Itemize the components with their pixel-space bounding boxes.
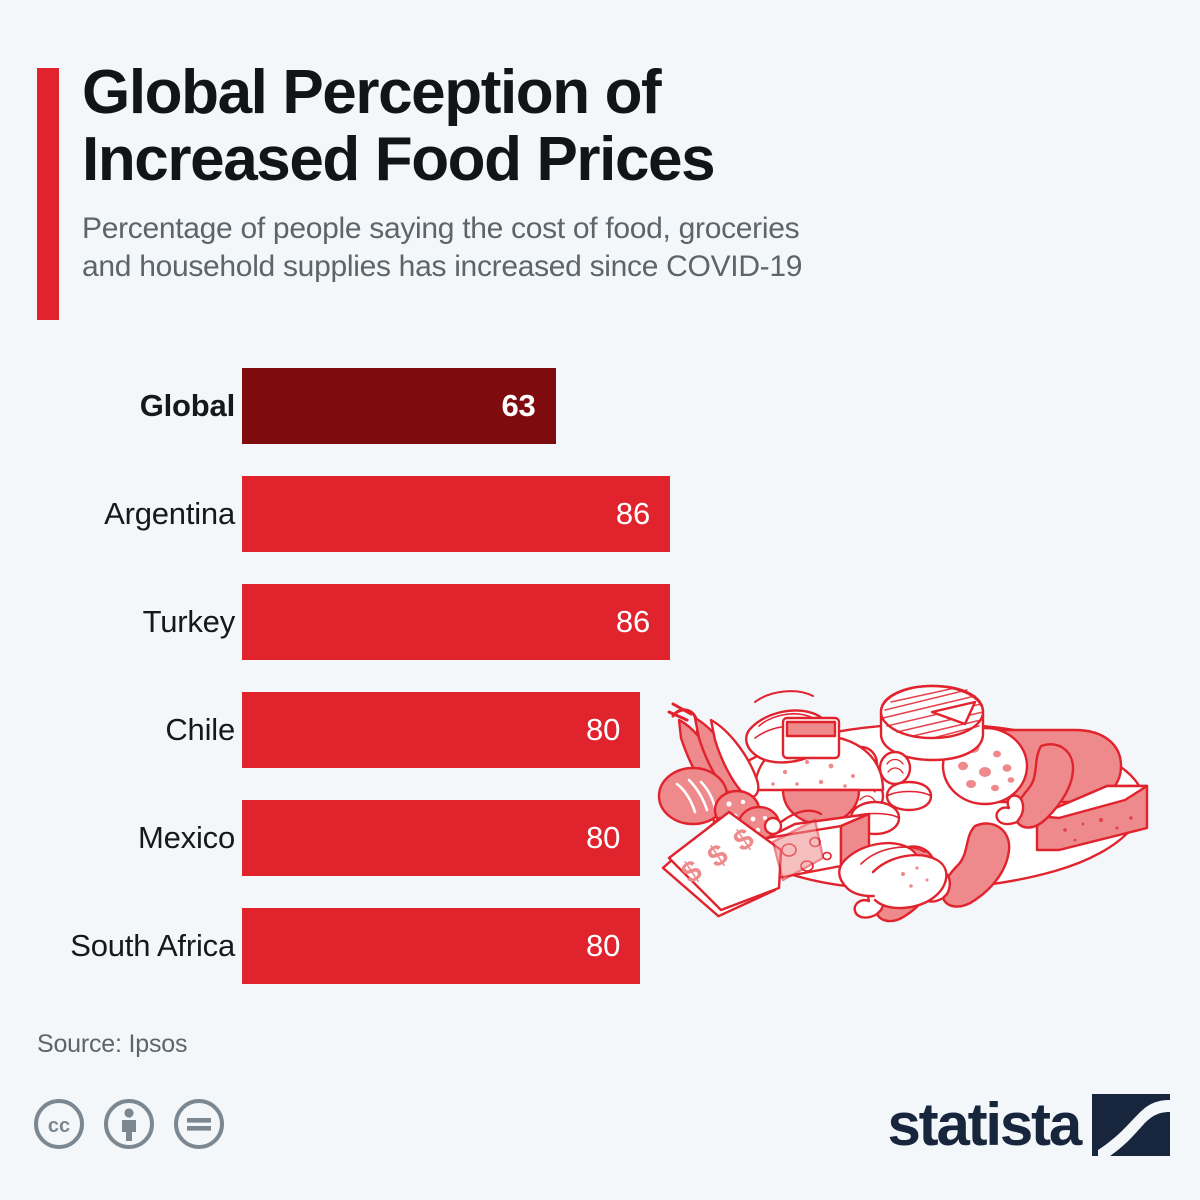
bar-label-mexico: Mexico bbox=[138, 820, 235, 855]
title-block: Global Perception of Increased Food Pric… bbox=[82, 58, 1102, 286]
cc-nd-no-derivatives-icon bbox=[174, 1099, 224, 1149]
bar-fill: 80 bbox=[242, 908, 641, 984]
bar-row: Argentina 86 bbox=[0, 476, 1200, 552]
bar-track: 80 bbox=[242, 800, 1200, 876]
bar-fill: 63 bbox=[242, 368, 556, 444]
bar-fill: 80 bbox=[242, 800, 641, 876]
bar-fill: 80 bbox=[242, 692, 641, 768]
bar-value: 80 bbox=[586, 712, 621, 747]
bar-value: 80 bbox=[586, 928, 621, 963]
bar-track: 86 bbox=[242, 476, 1200, 552]
bar-fill: 86 bbox=[242, 476, 670, 552]
page-subtitle: Percentage of people saying the cost of … bbox=[82, 211, 803, 283]
bar-fill: 86 bbox=[242, 584, 670, 660]
page-title: Global Perception of Increased Food Pric… bbox=[82, 58, 716, 194]
bar-value: 86 bbox=[615, 604, 650, 639]
bar-label-argentina: Argentina bbox=[104, 496, 235, 531]
bar-row: South Africa 80 bbox=[0, 908, 1200, 984]
creative-commons-icons: cc bbox=[33, 1098, 225, 1150]
bar-label-south-africa: South Africa bbox=[70, 928, 235, 963]
bar-row: Chile 80 bbox=[0, 692, 1200, 768]
bar-value: 80 bbox=[586, 820, 621, 855]
bar-label-chile: Chile bbox=[165, 712, 235, 747]
bar-track: 80 bbox=[242, 692, 1200, 768]
bar-value: 86 bbox=[615, 496, 650, 531]
bar-track: 80 bbox=[242, 908, 1200, 984]
statista-wordmark: statista bbox=[887, 1091, 1083, 1158]
bar-track: 63 bbox=[242, 368, 1200, 444]
statista-logo: statista bbox=[887, 1091, 1170, 1158]
source-note: Source: Ipsos bbox=[37, 1030, 188, 1058]
bar-label-turkey: Turkey bbox=[142, 604, 236, 639]
header: Global Perception of Increased Food Pric… bbox=[0, 0, 1200, 340]
statista-mark-icon bbox=[1092, 1094, 1170, 1156]
bar-chart: Global 63 Argentina 86 Turkey 86 Chile 80 Mexico… bbox=[0, 368, 1200, 1008]
cc-by-attribution-icon bbox=[104, 1099, 154, 1149]
bar-row: Global 63 bbox=[0, 368, 1200, 444]
bar-row: Turkey 86 bbox=[0, 584, 1200, 660]
bar-track: 86 bbox=[242, 584, 1200, 660]
cc-icon: cc bbox=[34, 1099, 84, 1149]
bar-value: 63 bbox=[501, 388, 536, 423]
bar-label-global: Global bbox=[139, 388, 235, 423]
title-accent-bar bbox=[37, 68, 59, 320]
svg-text:cc: cc bbox=[48, 1115, 70, 1137]
bar-row: Mexico 80 bbox=[0, 800, 1200, 876]
